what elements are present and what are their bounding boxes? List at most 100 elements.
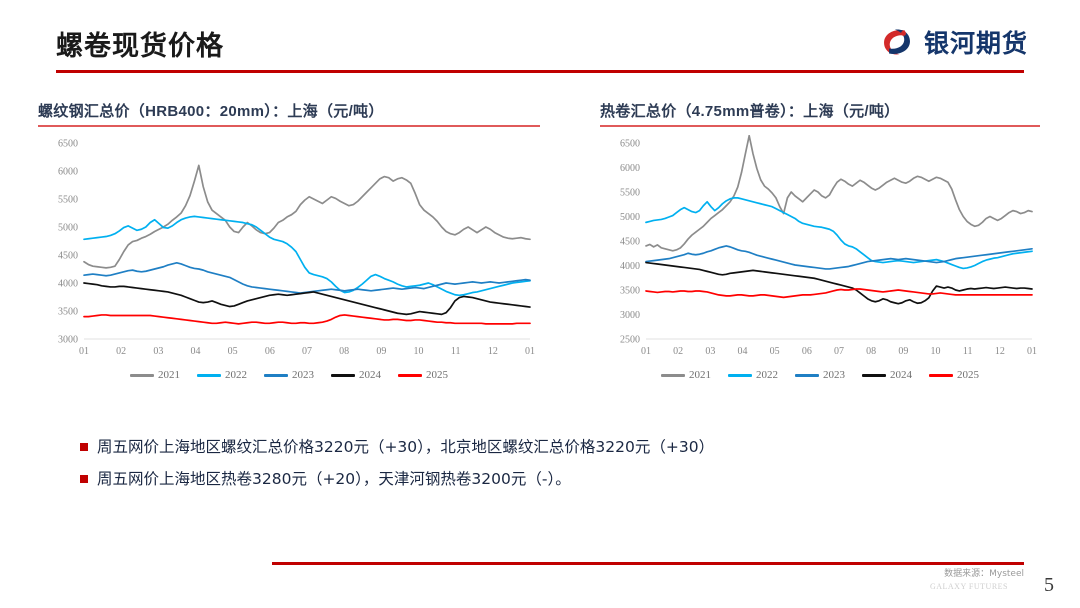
- legend-label: 2022: [225, 369, 247, 381]
- svg-text:06: 06: [265, 346, 275, 357]
- svg-text:3500: 3500: [620, 286, 640, 297]
- svg-text:3500: 3500: [58, 307, 78, 318]
- legend-item-2022[interactable]: 2022: [197, 369, 247, 381]
- svg-text:5500: 5500: [620, 188, 640, 199]
- legend-item-2021[interactable]: 2021: [661, 369, 711, 381]
- legend-item-2025[interactable]: 2025: [398, 369, 448, 381]
- legend-label: 2024: [359, 369, 381, 381]
- svg-text:6500: 6500: [58, 139, 78, 150]
- legend-item-2023[interactable]: 2023: [264, 369, 314, 381]
- footer-divider: [272, 562, 1024, 565]
- chart-title-underline-hrc: [600, 125, 1040, 127]
- svg-text:04: 04: [738, 346, 748, 357]
- legend-item-2022[interactable]: 2022: [728, 369, 778, 381]
- legend-swatch-icon: [398, 373, 422, 377]
- legend-item-2023[interactable]: 2023: [795, 369, 845, 381]
- legend-swatch-icon: [929, 373, 953, 377]
- svg-text:5000: 5000: [620, 212, 640, 223]
- chart-title-underline-rebar: [38, 125, 540, 127]
- legend-swatch-icon: [862, 373, 886, 377]
- bullet-text: 周五网价上海地区热卷3280元（+20），天津河钢热卷3200元（-）。: [97, 470, 571, 489]
- line-chart-hrc: 2500 3000 3500 4000 4500 5000 5500 6000 6500 01 02…: [620, 135, 1037, 357]
- company-logo: 银河期货: [879, 24, 1028, 60]
- svg-text:08: 08: [866, 346, 876, 357]
- bullet-square-icon: [80, 443, 88, 451]
- chart-legend-hrc: 2021 2022 2023 2024 2025: [600, 369, 1040, 381]
- chart-panel-hrc: 热卷汇总价（4.75mm普卷）：上海（元/吨） 2500 3000 3500 4000…: [600, 100, 1040, 381]
- svg-text:01: 01: [641, 346, 651, 357]
- svg-text:11: 11: [963, 346, 973, 357]
- legend-label: 2025: [426, 369, 448, 381]
- legend-swatch-icon: [130, 373, 154, 377]
- chart-title-hrc: 热卷汇总价（4.75mm普卷）：上海（元/吨）: [600, 103, 900, 120]
- svg-text:5000: 5000: [58, 223, 78, 234]
- data-source-label: 数据来源：Mysteel: [944, 569, 1024, 579]
- svg-text:10: 10: [414, 346, 424, 357]
- svg-text:06: 06: [802, 346, 812, 357]
- bullet-text: 周五网价上海地区螺纹汇总价格3220元（+30），北京地区螺纹汇总价格3220元…: [97, 438, 715, 456]
- svg-text:03: 03: [153, 346, 163, 357]
- chart-area-rebar: 3000 3500 4000 4500 5000 5500 6000 6500 01 02 03 04…: [38, 135, 540, 365]
- footer-brand-label: GALAXY FUTURES: [929, 582, 1008, 591]
- legend-label: 2021: [689, 369, 711, 381]
- chart-panel-rebar: 螺纹钢汇总价（HRB400：20mm）：上海（元/吨） 3000 3500 4000…: [38, 100, 540, 381]
- svg-text:5500: 5500: [58, 195, 78, 206]
- logo-label: 银河期货: [923, 29, 1028, 58]
- list-item: 周五网价上海地区螺纹汇总价格3220元（+30），北京地区螺纹汇总价格3220元…: [80, 436, 1020, 459]
- page-number: 5: [1044, 574, 1054, 596]
- svg-text:07: 07: [834, 346, 844, 357]
- legend-label: 2023: [292, 369, 314, 381]
- svg-text:01: 01: [79, 346, 89, 357]
- svg-text:02: 02: [673, 346, 683, 357]
- bullet-list: 周五网价上海地区螺纹汇总价格3220元（+30），北京地区螺纹汇总价格3220元…: [80, 436, 1020, 501]
- svg-text:07: 07: [302, 346, 312, 357]
- list-item: 周五网价上海地区热卷3280元（+20），天津河钢热卷3200元（-）。: [80, 468, 1020, 491]
- legend-item-2024[interactable]: 2024: [331, 369, 381, 381]
- svg-text:05: 05: [770, 346, 780, 357]
- legend-swatch-icon: [795, 373, 819, 377]
- svg-text:09: 09: [376, 346, 386, 357]
- svg-text:3000: 3000: [58, 335, 78, 346]
- legend-swatch-icon: [264, 373, 288, 377]
- legend-swatch-icon: [331, 373, 355, 377]
- svg-text:02: 02: [116, 346, 126, 357]
- page-title: 螺卷现货价格: [56, 31, 224, 61]
- chart-title-rebar: 螺纹钢汇总价（HRB400：20mm）：上海（元/吨）: [38, 103, 384, 120]
- header-divider: [56, 70, 1024, 73]
- line-chart-rebar: 3000 3500 4000 4500 5000 5500 6000 6500 01 02 03 04…: [58, 139, 535, 358]
- svg-text:6000: 6000: [620, 163, 640, 174]
- svg-text:04: 04: [191, 346, 201, 357]
- legend-swatch-icon: [728, 373, 752, 377]
- svg-text:4500: 4500: [620, 237, 640, 248]
- legend-item-2021[interactable]: 2021: [130, 369, 180, 381]
- legend-label: 2021: [158, 369, 180, 381]
- legend-label: 2024: [890, 369, 912, 381]
- svg-text:01: 01: [525, 346, 535, 357]
- chart-legend-rebar: 2021 2022 2023 2024 2025: [38, 369, 540, 381]
- legend-swatch-icon: [197, 373, 221, 377]
- svg-text:6000: 6000: [58, 167, 78, 178]
- svg-text:05: 05: [228, 346, 238, 357]
- svg-text:12: 12: [488, 346, 498, 357]
- galaxy-swirl-icon: [879, 24, 915, 60]
- chart-area-hrc: 2500 3000 3500 4000 4500 5000 5500 6000 6500 01 02…: [600, 135, 1040, 365]
- svg-text:4000: 4000: [58, 279, 78, 290]
- svg-text:3000: 3000: [620, 310, 640, 321]
- svg-text:6500: 6500: [620, 139, 640, 150]
- legend-item-2024[interactable]: 2024: [862, 369, 912, 381]
- svg-text:4500: 4500: [58, 251, 78, 262]
- legend-label: 2022: [756, 369, 778, 381]
- legend-swatch-icon: [661, 373, 685, 377]
- svg-text:2500: 2500: [620, 335, 640, 346]
- svg-text:09: 09: [898, 346, 908, 357]
- svg-text:01: 01: [1027, 346, 1037, 357]
- svg-text:03: 03: [705, 346, 715, 357]
- legend-item-2025[interactable]: 2025: [929, 369, 979, 381]
- bullet-square-icon: [80, 475, 88, 484]
- svg-text:11: 11: [451, 346, 461, 357]
- legend-label: 2023: [823, 369, 845, 381]
- svg-text:08: 08: [339, 346, 349, 357]
- legend-label: 2025: [957, 369, 979, 381]
- svg-text:10: 10: [931, 346, 941, 357]
